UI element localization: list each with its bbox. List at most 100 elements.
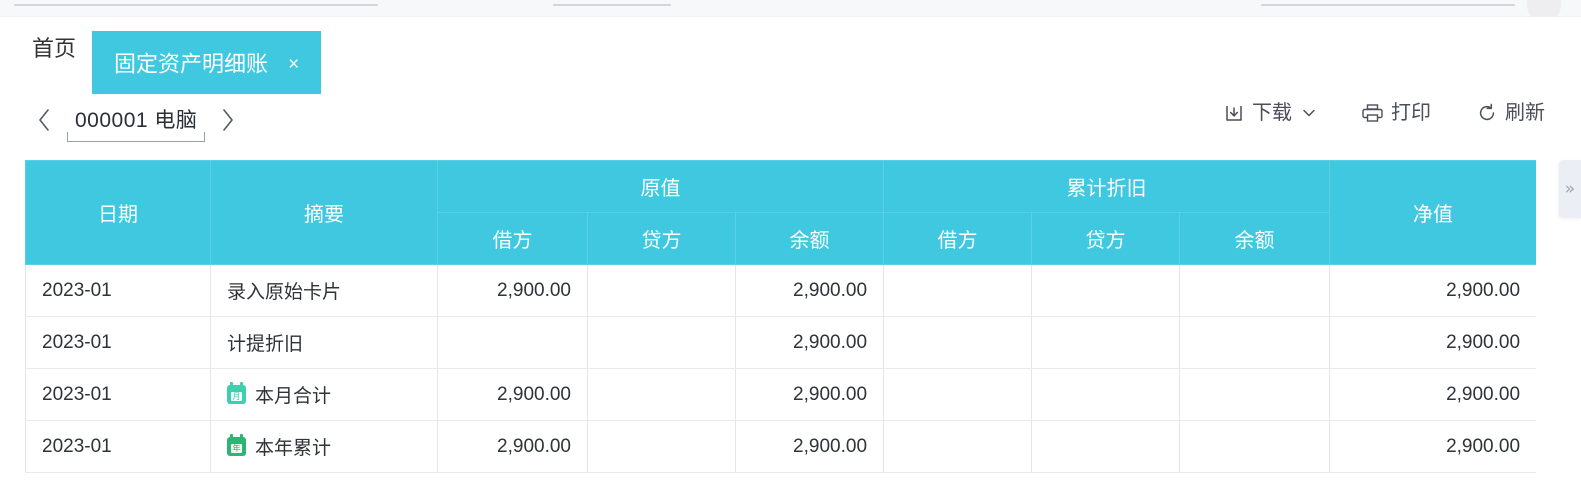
cell-dep-balance bbox=[1179, 316, 1331, 369]
cell-date: 2023-01 bbox=[25, 264, 211, 317]
toolbar-actions: 下载 打印 bbox=[1224, 103, 1545, 123]
chevron-double-right-icon: » bbox=[1564, 178, 1576, 199]
cell-orig-balance: 2,900.00 bbox=[734, 420, 885, 473]
cell-orig-credit bbox=[587, 420, 736, 473]
summary-content: 录入原始卡片 bbox=[227, 277, 421, 304]
header-placeholder-mid bbox=[553, 4, 671, 6]
cell-dep-debit bbox=[883, 316, 1033, 369]
summary-content: 年 本年累计 bbox=[227, 433, 421, 460]
cell-net-value: 2,900.00 bbox=[1329, 264, 1536, 317]
tab-home[interactable]: 首页 bbox=[22, 17, 86, 80]
cell-dep-debit bbox=[883, 264, 1033, 317]
global-header-strip bbox=[0, 0, 1581, 22]
col-group-accumulated-depreciation[interactable]: 累计折旧 bbox=[883, 160, 1331, 213]
refresh-button[interactable]: 刷新 bbox=[1477, 103, 1545, 123]
printer-icon bbox=[1362, 103, 1383, 123]
summary-label: 录入原始卡片 bbox=[227, 282, 342, 303]
cell-date: 2023-01 bbox=[25, 420, 211, 473]
col-header-summary[interactable]: 摘要 bbox=[210, 160, 438, 265]
table-body: 2023-01 录入原始卡片 2,900.00 2,900.00 2,900.00 202… bbox=[25, 264, 1536, 473]
table-row[interactable]: 2023-01 月 本月合计 2,900.00 2,900.00 2,900.00 bbox=[25, 368, 1536, 421]
badge-letter: 年 bbox=[231, 444, 242, 453]
cell-summary: 月 本月合计 bbox=[210, 368, 438, 421]
user-avatar-icon[interactable] bbox=[1527, 0, 1561, 22]
expand-panel-button[interactable]: » bbox=[1559, 160, 1581, 218]
download-label: 下载 bbox=[1252, 102, 1292, 124]
download-button[interactable]: 下载 bbox=[1224, 103, 1316, 123]
refresh-icon bbox=[1477, 103, 1497, 123]
col-header-orig-balance[interactable]: 余额 bbox=[734, 212, 885, 265]
cell-dep-credit bbox=[1031, 316, 1181, 369]
header-placeholder-left bbox=[14, 4, 378, 6]
cell-orig-debit: 2,900.00 bbox=[437, 420, 588, 473]
month-total-icon: 月 bbox=[227, 382, 246, 404]
col-header-dep-credit[interactable]: 贷方 bbox=[1031, 212, 1181, 265]
cell-net-value: 2,900.00 bbox=[1329, 368, 1536, 421]
tab-active-label: 固定资产明细账 bbox=[114, 51, 269, 77]
year-total-icon: 年 bbox=[227, 434, 246, 456]
cell-dep-credit bbox=[1031, 264, 1181, 317]
col-group-original-value[interactable]: 原值 bbox=[436, 160, 885, 213]
cell-summary: 计提折旧 bbox=[210, 316, 438, 369]
cell-orig-debit: 2,900.00 bbox=[437, 264, 588, 317]
chevron-right-icon[interactable] bbox=[214, 108, 242, 136]
col-header-orig-credit[interactable]: 贷方 bbox=[587, 212, 736, 265]
cell-date: 2023-01 bbox=[25, 316, 211, 369]
table-head: 日期 摘要 原值 累计折旧 净值 借方 贷方 余额 借方 贷方 余额 bbox=[25, 160, 1537, 265]
fixed-asset-ledger-table: 日期 摘要 原值 累计折旧 净值 借方 贷方 余额 借方 贷方 余额 2023-… bbox=[25, 160, 1536, 473]
summary-label: 本月合计 bbox=[255, 386, 332, 407]
cell-summary: 年 本年累计 bbox=[210, 420, 438, 473]
summary-label: 本年累计 bbox=[255, 438, 332, 459]
cell-dep-debit bbox=[883, 420, 1033, 473]
print-button[interactable]: 打印 bbox=[1362, 103, 1431, 123]
table-head-row-subs: 借方 贷方 余额 借方 贷方 余额 bbox=[26, 212, 1537, 265]
cell-dep-credit bbox=[1031, 420, 1181, 473]
tab-home-label: 首页 bbox=[32, 36, 77, 61]
table-head-row-groups: 日期 摘要 原值 累计折旧 净值 bbox=[25, 160, 1536, 265]
table-row[interactable]: 2023-01 录入原始卡片 2,900.00 2,900.00 2,900.00 bbox=[25, 264, 1536, 317]
cell-dep-balance bbox=[1179, 420, 1331, 473]
col-header-dep-balance[interactable]: 余额 bbox=[1179, 212, 1331, 265]
cell-orig-debit bbox=[437, 316, 588, 369]
tab-bar: 首页 固定资产明细账 × bbox=[0, 17, 1581, 94]
cell-dep-balance bbox=[1179, 368, 1331, 421]
cell-orig-credit bbox=[587, 264, 736, 317]
tab-fixed-asset-ledger[interactable]: 固定资产明细账 × bbox=[92, 31, 322, 94]
col-header-dep-debit[interactable]: 借方 bbox=[883, 212, 1033, 265]
table-row[interactable]: 2023-01 年 本年累计 2,900.00 2,900.00 2,900.00 bbox=[25, 420, 1536, 473]
col-header-orig-debit[interactable]: 借方 bbox=[437, 212, 588, 265]
close-icon[interactable]: × bbox=[288, 53, 300, 75]
report-toolbar: 000001 电脑 下载 bbox=[0, 95, 1581, 153]
cell-orig-debit: 2,900.00 bbox=[437, 368, 588, 421]
ledger-table-container: 日期 摘要 原值 累计折旧 净值 借方 贷方 余额 借方 贷方 余额 2023-… bbox=[25, 160, 1536, 487]
cell-net-value: 2,900.00 bbox=[1329, 420, 1536, 473]
asset-navigator: 000001 电脑 bbox=[30, 99, 242, 145]
cell-dep-balance bbox=[1179, 264, 1331, 317]
cell-orig-balance: 2,900.00 bbox=[734, 316, 885, 369]
cell-orig-balance: 2,900.00 bbox=[734, 264, 885, 317]
cell-summary: 录入原始卡片 bbox=[210, 264, 438, 317]
table-row[interactable]: 2023-01 计提折旧 2,900.00 2,900.00 bbox=[25, 316, 1536, 369]
col-header-date[interactable]: 日期 bbox=[25, 160, 211, 265]
download-icon bbox=[1224, 103, 1244, 123]
cell-orig-credit bbox=[587, 368, 736, 421]
asset-selector-label: 000001 电脑 bbox=[75, 109, 198, 132]
print-label: 打印 bbox=[1391, 102, 1431, 124]
summary-content: 月 本月合计 bbox=[227, 381, 421, 408]
summary-label: 计提折旧 bbox=[227, 334, 304, 355]
asset-selector[interactable]: 000001 电脑 bbox=[61, 102, 211, 142]
cell-orig-credit bbox=[587, 316, 736, 369]
cell-net-value: 2,900.00 bbox=[1329, 316, 1536, 369]
badge-letter: 月 bbox=[231, 392, 242, 401]
col-header-net-value[interactable]: 净值 bbox=[1329, 160, 1536, 265]
summary-content: 计提折旧 bbox=[227, 329, 421, 356]
chevron-down-icon[interactable] bbox=[1302, 108, 1316, 118]
header-placeholder-right bbox=[1261, 4, 1515, 6]
cell-orig-balance: 2,900.00 bbox=[734, 368, 885, 421]
chevron-left-icon[interactable] bbox=[30, 108, 58, 136]
cell-dep-credit bbox=[1031, 368, 1181, 421]
cell-date: 2023-01 bbox=[25, 368, 211, 421]
refresh-label: 刷新 bbox=[1505, 102, 1545, 124]
cell-dep-debit bbox=[883, 368, 1033, 421]
